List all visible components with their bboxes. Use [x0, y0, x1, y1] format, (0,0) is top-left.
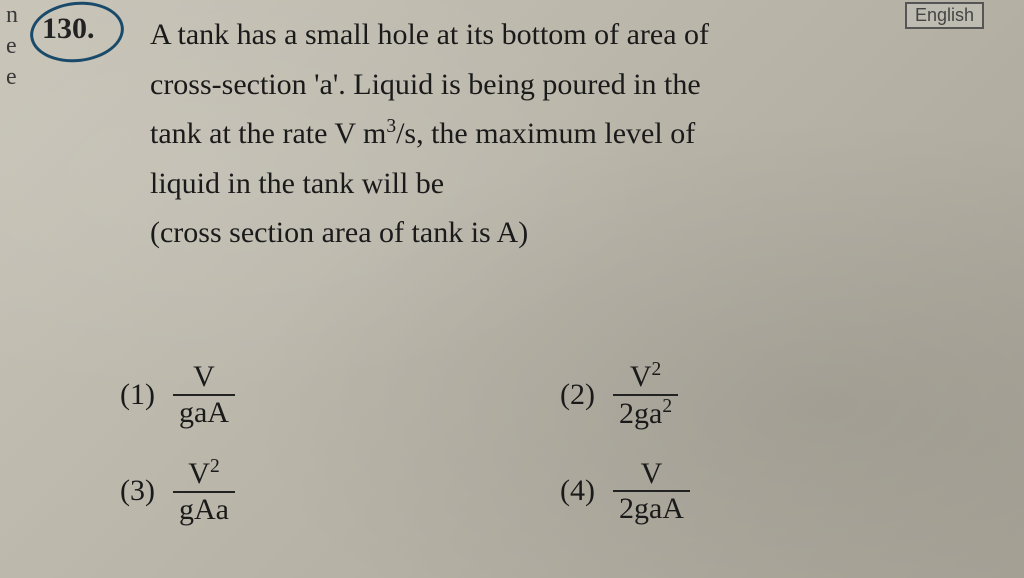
option-3: (3) V2 gAa: [120, 457, 560, 525]
fraction: V 2gaA: [613, 458, 690, 525]
margin-char: [0, 93, 30, 97]
question-line: tank at the rate V m: [150, 117, 386, 150]
denominator: gAa: [173, 491, 235, 526]
superscript: 2: [210, 456, 220, 477]
denominator: gaA: [173, 394, 235, 429]
superscript: 2: [651, 359, 661, 380]
option-label: (2): [560, 378, 595, 412]
option-label: (4): [560, 474, 595, 508]
margin-char: e: [0, 62, 30, 93]
question-number: 130.: [42, 12, 95, 45]
denominator: 2gaA: [613, 490, 690, 525]
fraction: V gaA: [173, 361, 235, 428]
question-line: A tank has a small hole at its bottom of…: [150, 18, 709, 51]
question-text: A tank has a small hole at its bottom of…: [150, 10, 994, 258]
question-line: liquid in the tank will be: [150, 167, 444, 200]
margin-char: n: [0, 0, 30, 31]
option-2: (2) V2 2ga2: [560, 360, 678, 429]
num-base: V: [630, 360, 652, 393]
superscript: 2: [662, 396, 672, 417]
question-line: cross-section 'a'. Liquid is being poure…: [150, 68, 701, 101]
question-line: (cross section area of tank is A): [150, 216, 528, 249]
options-block: (1) V gaA (2) V2 2ga2 (3) V2 gAa: [120, 360, 994, 553]
left-margin-letters: n e e: [0, 0, 30, 578]
option-label: (3): [120, 474, 155, 508]
option-4: (4) V 2gaA: [560, 458, 690, 525]
fraction: V2 2ga2: [613, 360, 678, 429]
superscript: 3: [386, 116, 396, 137]
fraction: V2 gAa: [173, 457, 235, 525]
option-1: (1) V gaA: [120, 361, 560, 428]
denominator: 2ga2: [613, 394, 678, 430]
page: n e e English 130. A tank has a small ho…: [0, 0, 1024, 578]
numerator: V2: [182, 457, 225, 491]
num-base: V: [188, 457, 210, 490]
question-line: /s, the maximum level of: [396, 117, 695, 150]
option-row: (1) V gaA (2) V2 2ga2: [120, 360, 994, 429]
numerator: V: [187, 361, 221, 394]
numerator: V: [635, 458, 669, 491]
numerator: V2: [624, 360, 667, 394]
option-row: (3) V2 gAa (4) V 2gaA: [120, 457, 994, 525]
question-number-wrap: 130.: [42, 12, 95, 46]
margin-char: e: [0, 31, 30, 62]
den-base: 2ga: [619, 397, 662, 430]
option-label: (1): [120, 378, 155, 412]
